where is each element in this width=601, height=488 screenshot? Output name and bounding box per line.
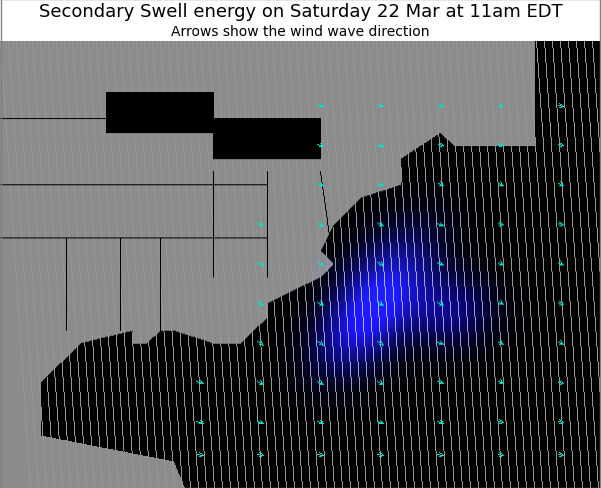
Text: Secondary Swell energy on Saturday 22 Mar at 11am EDT: Secondary Swell energy on Saturday 22 Ma… [38,2,563,20]
Text: Arrows show the wind wave direction: Arrows show the wind wave direction [171,25,430,40]
